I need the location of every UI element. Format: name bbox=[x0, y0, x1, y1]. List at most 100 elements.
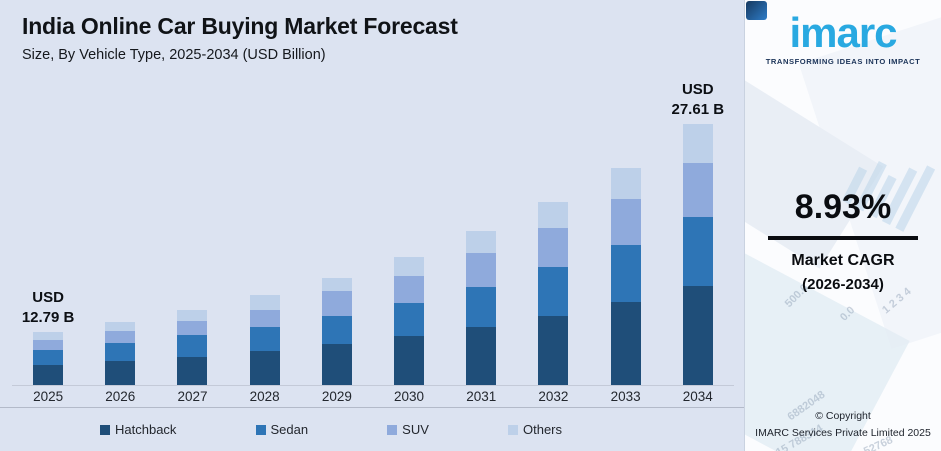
legend-swatch-icon bbox=[507, 424, 518, 435]
bar-segment-hatchback-2026 bbox=[105, 361, 136, 385]
watermark-number: 0.0 bbox=[837, 304, 858, 324]
bar-group-2033 bbox=[590, 168, 662, 385]
bar-segment-others-2030 bbox=[394, 257, 425, 276]
brand-tagline: TRANSFORMING IDEAS INTO IMPACT bbox=[765, 57, 921, 67]
legend-swatch-icon bbox=[100, 424, 110, 435]
x-tick-2029: 2029 bbox=[321, 389, 352, 404]
bar-group-2027 bbox=[156, 310, 228, 385]
bar-segment-hatchback-2032 bbox=[538, 316, 569, 385]
bar-segment-sedan-2026 bbox=[105, 343, 136, 361]
bar-segment-others-2034 bbox=[682, 124, 713, 163]
bar-segment-hatchback-2034 bbox=[682, 286, 713, 385]
bar-segment-suv-2027 bbox=[177, 321, 208, 335]
brand-corner-chip bbox=[746, 1, 767, 20]
plot-area: USD 12.79 B USD 27.61 B bbox=[12, 0, 734, 385]
legend: Hatchback Sedan SUV Others bbox=[0, 408, 744, 451]
bar-segment-suv-2031 bbox=[466, 253, 497, 287]
bar-group-2034: USD 27.61 B bbox=[662, 80, 734, 385]
legend-item-others: Others bbox=[507, 422, 562, 437]
bar-segment-hatchback-2029 bbox=[321, 344, 352, 385]
x-axis-labels: 2025 2026 2027 2028 2029 2030 2031 2032 2033 2034 bbox=[12, 389, 734, 404]
bar-segment-suv-2030 bbox=[394, 276, 425, 303]
bar-segment-suv-2034 bbox=[682, 163, 713, 217]
bar-group-2028 bbox=[229, 295, 301, 385]
legend-item-suv: SUV bbox=[387, 422, 429, 437]
legend-label: Sedan bbox=[270, 422, 309, 437]
stacked-bar-2029 bbox=[321, 278, 352, 385]
stacked-bar-2027 bbox=[177, 310, 208, 385]
bar-segment-sedan-2032 bbox=[538, 267, 569, 316]
bar-segment-others-2026 bbox=[105, 322, 136, 331]
bar-group-2031 bbox=[445, 231, 517, 385]
bar-segment-sedan-2027 bbox=[177, 335, 208, 357]
stacked-bar-2028 bbox=[249, 295, 280, 385]
bar-segment-others-2029 bbox=[321, 278, 352, 291]
bar-segment-suv-2033 bbox=[610, 199, 641, 245]
stacked-bar-2025 bbox=[33, 332, 64, 385]
legend-label: Others bbox=[522, 422, 562, 437]
x-tick-2031: 2031 bbox=[466, 389, 497, 404]
cagr-divider bbox=[768, 236, 918, 240]
x-tick-2027: 2027 bbox=[177, 389, 208, 404]
bar-segment-hatchback-2028 bbox=[249, 351, 280, 385]
bar-segment-others-2033 bbox=[610, 168, 641, 199]
bar-segment-hatchback-2025 bbox=[33, 365, 64, 385]
legend-label: Hatchback bbox=[115, 422, 177, 437]
chart-title: India Online Car Buying Market Forecast bbox=[22, 13, 458, 39]
bar-group-2029 bbox=[301, 278, 373, 385]
bar-segment-sedan-2033 bbox=[610, 245, 641, 302]
legend-label: SUV bbox=[402, 422, 429, 437]
x-tick-2030: 2030 bbox=[394, 389, 425, 404]
chart-panel: India Online Car Buying Market Forecast … bbox=[0, 0, 744, 451]
stacked-bar-2030 bbox=[394, 257, 425, 385]
legend-swatch-icon bbox=[255, 424, 266, 435]
brand-panel: 500.0 0.0 1 2 3 4 6882048 0 15 788314 52768 i… bbox=[744, 0, 941, 451]
x-tick-2026: 2026 bbox=[105, 389, 136, 404]
bar-group-2032 bbox=[517, 202, 589, 385]
copyright-line2: IMARC Services Private Limited 2025 bbox=[755, 426, 931, 439]
stacked-bar-2026 bbox=[105, 322, 136, 385]
cagr-block: 8.93% Market CAGR (2026-2034) bbox=[745, 188, 941, 293]
bar-segment-others-2027 bbox=[177, 310, 208, 321]
bar-segment-hatchback-2027 bbox=[177, 357, 208, 385]
cagr-label: Market CAGR bbox=[791, 252, 895, 269]
bar-segment-others-2032 bbox=[538, 202, 569, 228]
x-tick-2032: 2032 bbox=[538, 389, 569, 404]
bar-segment-hatchback-2033 bbox=[610, 302, 641, 385]
legend-item-sedan: Sedan bbox=[255, 422, 309, 437]
bar-segment-suv-2025 bbox=[33, 340, 64, 350]
brand-block: imarc TRANSFORMING IDEAS INTO IMPACT bbox=[745, 9, 941, 67]
stacked-bar-2031 bbox=[466, 231, 497, 385]
bar-segment-suv-2028 bbox=[249, 310, 280, 327]
bar-segment-sedan-2034 bbox=[682, 217, 713, 286]
bar-segment-others-2025 bbox=[33, 332, 64, 340]
bar-segment-sedan-2029 bbox=[321, 316, 352, 344]
copyright-line1: © Copyright bbox=[815, 410, 871, 423]
stacked-bar-2033 bbox=[610, 168, 641, 385]
x-tick-2025: 2025 bbox=[33, 389, 64, 404]
bar-segment-others-2028 bbox=[249, 295, 280, 310]
chart-subtitle: Size, By Vehicle Type, 2025-2034 (USD Bi… bbox=[22, 47, 326, 63]
bar-segment-sedan-2031 bbox=[466, 287, 497, 327]
legend-swatch-icon bbox=[387, 424, 398, 435]
imarc-logo: imarc bbox=[789, 9, 897, 56]
x-tick-2034: 2034 bbox=[682, 389, 713, 404]
legend-item-hatchback: Hatchback bbox=[100, 422, 176, 437]
bar-segment-hatchback-2031 bbox=[466, 327, 497, 385]
cagr-value: 8.93% bbox=[794, 188, 892, 226]
stacked-bar-2034 bbox=[682, 124, 713, 385]
bar-group-2030 bbox=[373, 257, 445, 385]
data-label-2025: USD 12.79 B bbox=[21, 289, 75, 326]
bar-group-2025: USD 12.79 B bbox=[12, 288, 84, 385]
bar-segment-sedan-2028 bbox=[249, 327, 280, 351]
data-label-2034: USD 27.61 B bbox=[671, 81, 725, 118]
bar-segment-suv-2026 bbox=[105, 331, 136, 343]
legend-separator bbox=[0, 407, 744, 408]
bar-segment-others-2031 bbox=[466, 231, 497, 253]
x-tick-2033: 2033 bbox=[610, 389, 641, 404]
bar-segment-suv-2029 bbox=[321, 291, 352, 316]
cagr-years: (2026-2034) bbox=[802, 276, 884, 293]
x-axis-line bbox=[12, 385, 734, 386]
copyright: © Copyright IMARC Services Private Limit… bbox=[745, 408, 941, 441]
